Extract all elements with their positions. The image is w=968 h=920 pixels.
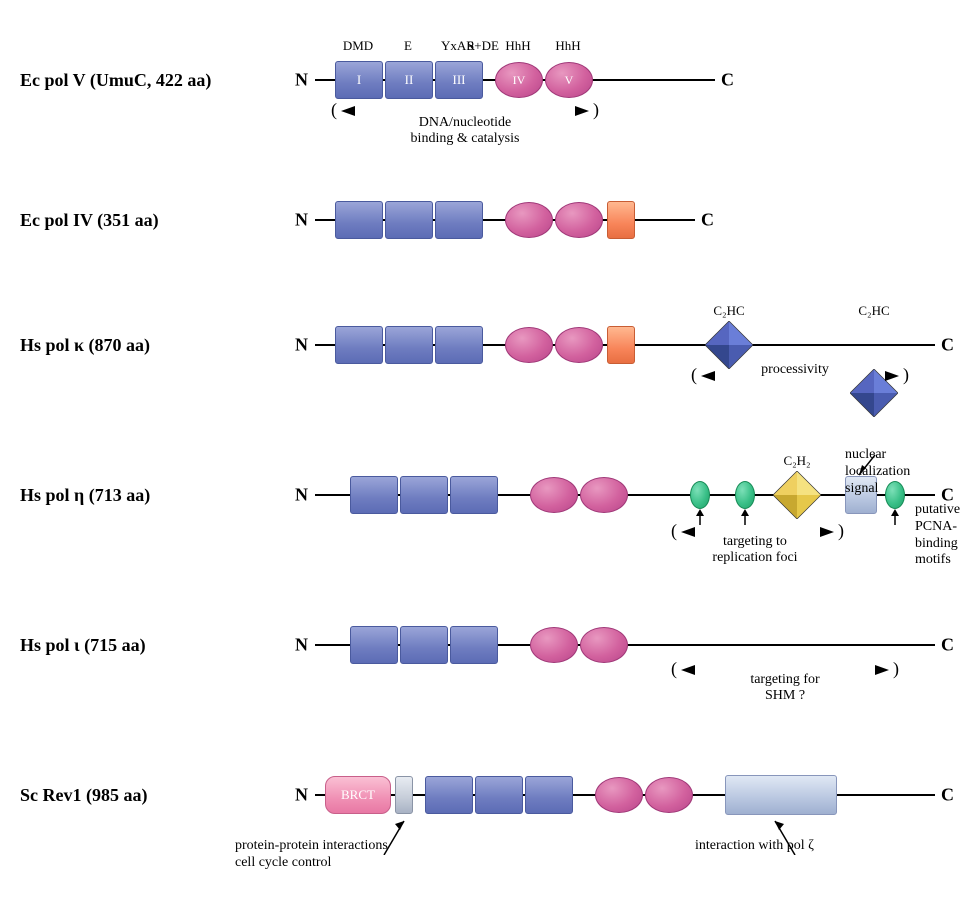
motif-label: HhH [505, 38, 530, 54]
tick-arrow [694, 509, 706, 525]
diagram-ecpolv: NCIDMDIIEIIIYxARS+DEIVHhHVHhH()DNA/nucle… [295, 20, 948, 140]
row-ecpoliv: Ec pol IV (351 aa)NC [20, 175, 948, 265]
n-terminus: N [295, 70, 308, 91]
domain-shape [505, 202, 553, 238]
domain-shape [595, 777, 643, 813]
domain-shape: V [545, 62, 593, 98]
domain-shape: II [385, 61, 433, 99]
label-hspoln: Hs pol η (713 aa) [20, 485, 295, 506]
domain-shape [580, 627, 628, 663]
diagram-hspoln: NC C₂H₂()targeting toreplication focinuc… [295, 425, 948, 565]
n-terminus: N [295, 485, 308, 506]
row-hspoli: Hs pol ι (715 aa)NC()targeting forSHM ? [20, 600, 948, 690]
range-label: processivity [761, 362, 829, 378]
domain-shape [475, 776, 523, 814]
n-terminus: N [295, 210, 308, 231]
domain-shape [725, 775, 837, 815]
row-hspoln: Hs pol η (713 aa)NC C₂H₂()targeting tore… [20, 425, 948, 565]
label-screv1: Sc Rev1 (985 aa) [20, 785, 295, 806]
diagram-ecpoliv: NC [295, 175, 948, 265]
domain-shape: IV [495, 62, 543, 98]
domain-shape [530, 627, 578, 663]
domain-shape [505, 327, 553, 363]
domain-shape [530, 477, 578, 513]
protein-domain-figure: Ec pol V (UmuC, 422 aa)NCIDMDIIEIIIYxARS… [20, 20, 948, 865]
c-terminus: C [941, 785, 954, 806]
diagram-screv1: NCBRCTprotein-protein interactionscell c… [295, 725, 948, 865]
domain-shape [705, 321, 753, 369]
n-terminus: N [295, 335, 308, 356]
motif-label: S+DE [467, 38, 499, 54]
tick-arrow [889, 509, 901, 525]
c-terminus: C [701, 210, 714, 231]
motif-label: HhH [555, 38, 580, 54]
domain-shape [395, 776, 413, 814]
motif-label: C₂HC [713, 303, 744, 319]
n-terminus: N [295, 785, 308, 806]
c-terminus: C [721, 70, 734, 91]
label-ecpoliv: Ec pol IV (351 aa) [20, 210, 295, 231]
domain-shape [580, 477, 628, 513]
row-hspolk: Hs pol κ (870 aa)NC C₂HC C₂HC()processiv… [20, 300, 948, 390]
domain-shape [350, 626, 398, 664]
diagram-hspoli: NC()targeting forSHM ? [295, 600, 948, 690]
diagram-hspolk: NC C₂HC C₂HC()processivity [295, 300, 948, 390]
row-ecpolv: Ec pol V (UmuC, 422 aa)NCIDMDIIEIIIYxARS… [20, 20, 948, 140]
motif-label: DMD [343, 38, 373, 54]
domain-shape: I [335, 61, 383, 99]
domain-shape [555, 327, 603, 363]
domain-shape [607, 201, 635, 239]
domain-shape [607, 326, 635, 364]
domain-shape [385, 326, 433, 364]
domain-shape [350, 476, 398, 514]
domain-shape [450, 476, 498, 514]
domain-shape: BRCT [325, 776, 391, 814]
domain-shape [400, 476, 448, 514]
label-hspoli: Hs pol ι (715 aa) [20, 635, 295, 656]
label-ecpolv: Ec pol V (UmuC, 422 aa) [20, 70, 295, 91]
range-label: targeting forSHM ? [750, 672, 819, 704]
domain-shape [435, 326, 483, 364]
label-hspolk: Hs pol κ (870 aa) [20, 335, 295, 356]
domain-shape [335, 326, 383, 364]
domain-shape [385, 201, 433, 239]
c-terminus: C [941, 335, 954, 356]
n-terminus: N [295, 635, 308, 656]
domain-shape: III [435, 61, 483, 99]
motif-label: E [404, 38, 412, 54]
nls-label: nuclear localizationsignal [845, 447, 948, 497]
domain-shape [425, 776, 473, 814]
domain-shape [735, 481, 755, 509]
c-terminus: C [941, 635, 954, 656]
motif-label: C₂H₂ [783, 453, 810, 469]
domain-shape [400, 626, 448, 664]
polzeta-annot: interaction with pol ζ [695, 838, 814, 855]
domain-shape [450, 626, 498, 664]
motif-label: C₂HC [858, 303, 889, 319]
range-label: targeting toreplication foci [712, 534, 797, 566]
domain-shape [335, 201, 383, 239]
domain-shape [645, 777, 693, 813]
range-label: DNA/nucleotidebinding & catalysis [411, 115, 520, 147]
domain-shape [690, 481, 710, 509]
domain-shape [773, 471, 821, 519]
tick-arrow [739, 509, 751, 525]
domain-shape [525, 776, 573, 814]
brct-annot: protein-protein interactionscell cycle c… [235, 838, 388, 872]
domain-shape [435, 201, 483, 239]
row-screv1: Sc Rev1 (985 aa)NCBRCTprotein-protein in… [20, 725, 948, 865]
pcna-label: putativePCNA-bindingmotifs [915, 502, 960, 569]
domain-shape [555, 202, 603, 238]
